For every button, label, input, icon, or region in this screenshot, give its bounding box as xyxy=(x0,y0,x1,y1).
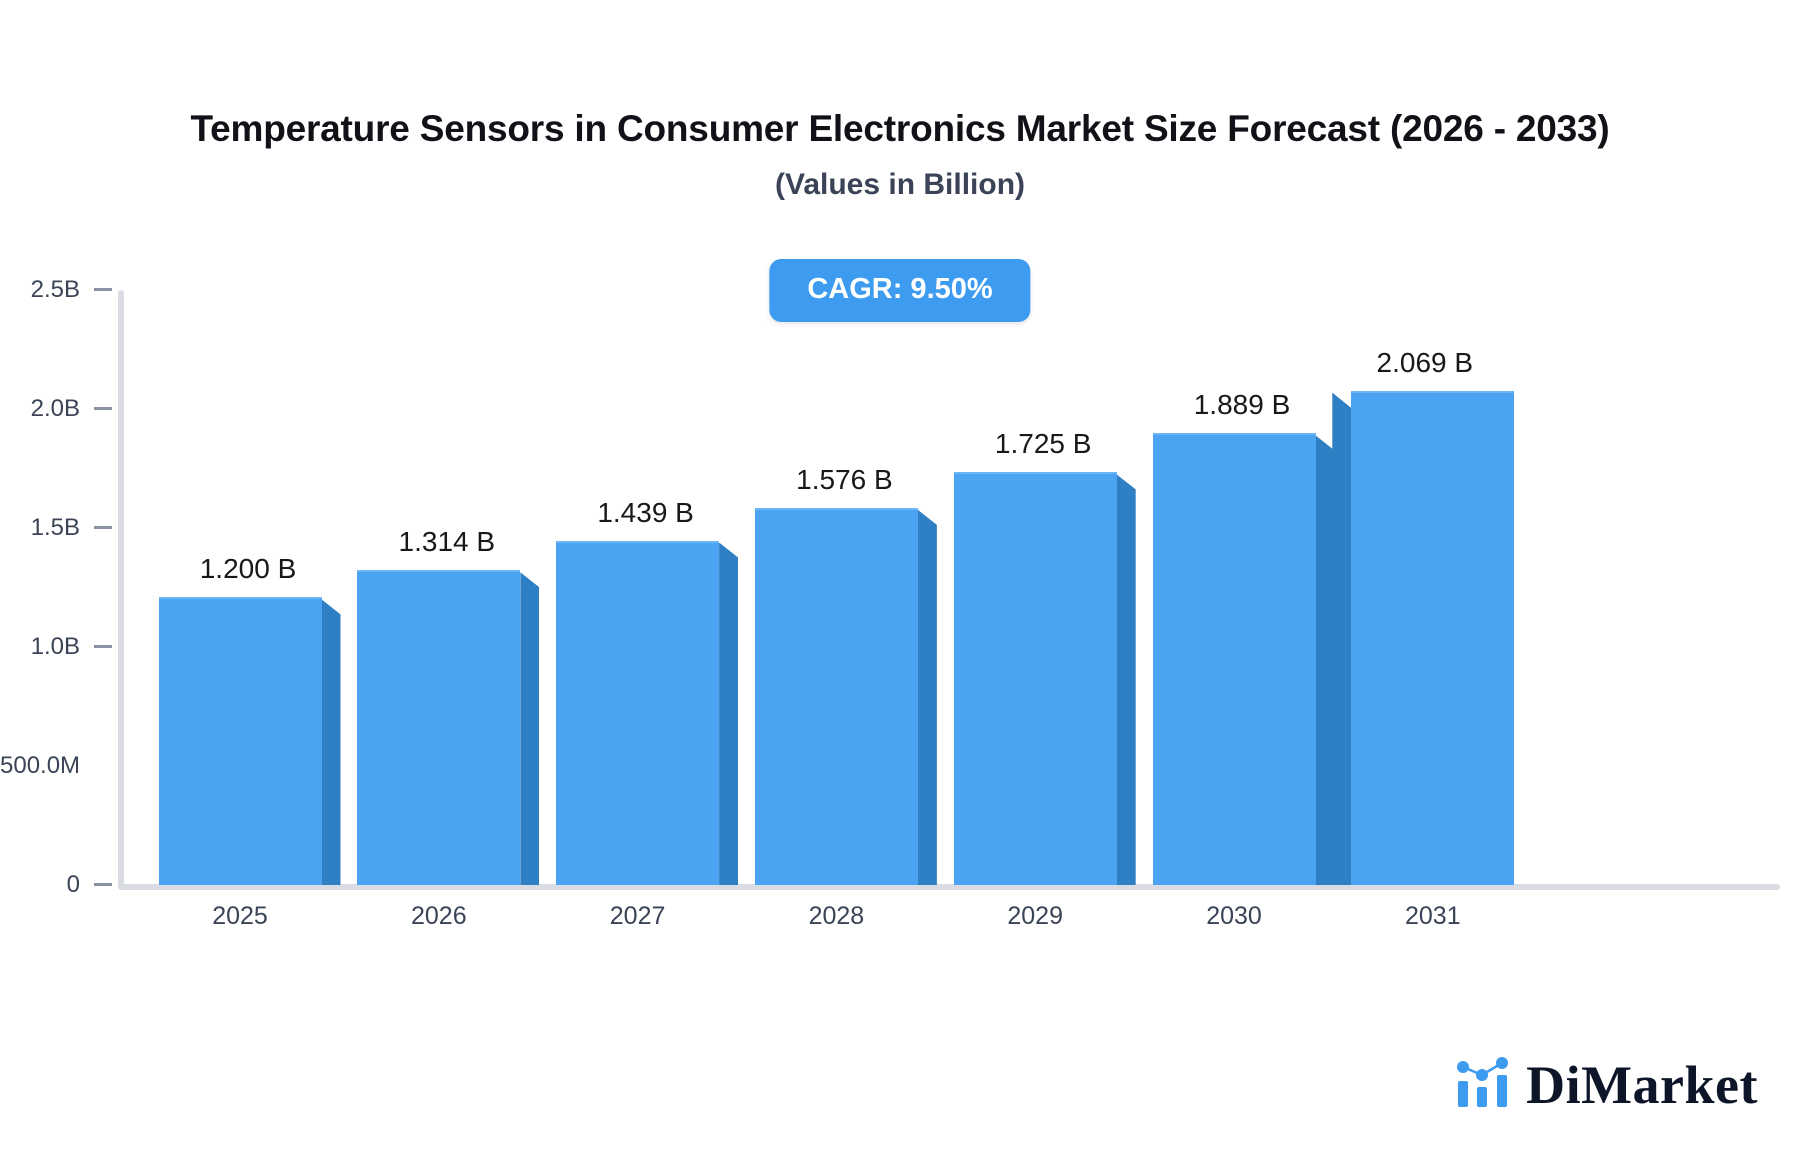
y-axis-tick-1: 2.0B xyxy=(0,395,112,423)
bar-value-label-2030: 1.889 B xyxy=(1193,389,1291,421)
y-axis-tick-mark xyxy=(94,287,112,291)
chart-subtitle: (Values in Billion) xyxy=(774,168,1026,201)
bar-side-face xyxy=(321,599,341,885)
bar-front-face xyxy=(1351,390,1515,885)
x-axis-line xyxy=(118,884,1780,890)
logo-text: DiMarket xyxy=(1526,1054,1758,1115)
bar-value-label-2029: 1.725 B xyxy=(994,428,1092,460)
bar-front-face xyxy=(357,570,521,885)
y-axis-tick-label: 2.5B xyxy=(30,276,80,303)
bar-2030[interactable] xyxy=(1152,433,1335,885)
cagr-badge: CAGR: 9.50% xyxy=(769,259,1031,322)
y-axis-tick-mark xyxy=(94,644,112,648)
y-axis-tick-3: 1.0B xyxy=(0,633,112,661)
y-axis-tick-0: 2.5B xyxy=(0,276,112,304)
x-axis-label-2027: 2027 xyxy=(609,902,666,930)
bar-2028[interactable] xyxy=(754,507,937,885)
bar-side-face xyxy=(1116,474,1136,885)
bar-front-face xyxy=(1152,433,1316,885)
bar-front-face xyxy=(158,597,322,885)
y-axis-tick-mark xyxy=(94,406,112,410)
bar-front-face xyxy=(754,507,918,885)
chart-title: Temperature Sensors in Consumer Electron… xyxy=(190,108,1610,149)
x-axis-label-2025: 2025 xyxy=(212,902,268,930)
bar-2025[interactable] xyxy=(158,597,341,885)
y-axis-tick-label: 0 xyxy=(66,871,80,898)
bar-side-face xyxy=(520,572,540,885)
x-axis-label-2028: 2028 xyxy=(808,902,865,930)
bar-front-face xyxy=(556,540,720,885)
y-axis-tick-mark xyxy=(94,882,112,886)
brand-logo: DiMarket xyxy=(1454,1055,1758,1114)
y-axis-tick-2: 1.5B xyxy=(0,514,112,542)
bar-2029[interactable] xyxy=(953,472,1136,885)
y-axis-tick-5: 0 xyxy=(0,871,112,899)
y-axis-tick-label: 1.5B xyxy=(30,514,80,541)
bar-side-face xyxy=(1332,392,1352,885)
y-axis-tick-4: 500.0M xyxy=(0,752,112,780)
bar-value-label-2027: 1.439 B xyxy=(597,496,694,528)
x-axis-label-2030: 2030 xyxy=(1206,902,1262,930)
bar-chart-icon xyxy=(1454,1055,1512,1114)
y-axis-tick-label: 2.0B xyxy=(30,395,80,422)
bar-value-label-2028: 1.576 B xyxy=(796,463,893,495)
bar-value-label-2026: 1.314 B xyxy=(398,526,496,558)
bar-side-face xyxy=(917,509,937,885)
x-axis-label-2031: 2031 xyxy=(1404,902,1461,930)
bar-value-label-2031: 2.069 B xyxy=(1376,346,1474,378)
bar-value-label-2025: 1.200 B xyxy=(199,553,297,585)
bar-2031[interactable] xyxy=(1332,390,1515,885)
y-axis-tick-mark xyxy=(94,525,112,529)
bar-front-face xyxy=(953,472,1117,885)
y-axis-tick-label: 1.0B xyxy=(30,633,80,660)
bar-2027[interactable] xyxy=(556,540,739,885)
y-axis-line xyxy=(118,290,124,888)
y-axis-tick-label: 500.0M xyxy=(0,752,81,779)
bar-2026[interactable] xyxy=(357,570,540,885)
x-axis-label-2029: 2029 xyxy=(1007,902,1063,930)
x-axis-label-2026: 2026 xyxy=(410,902,467,930)
bar-side-face xyxy=(1315,435,1335,885)
bar-side-face xyxy=(719,542,739,885)
